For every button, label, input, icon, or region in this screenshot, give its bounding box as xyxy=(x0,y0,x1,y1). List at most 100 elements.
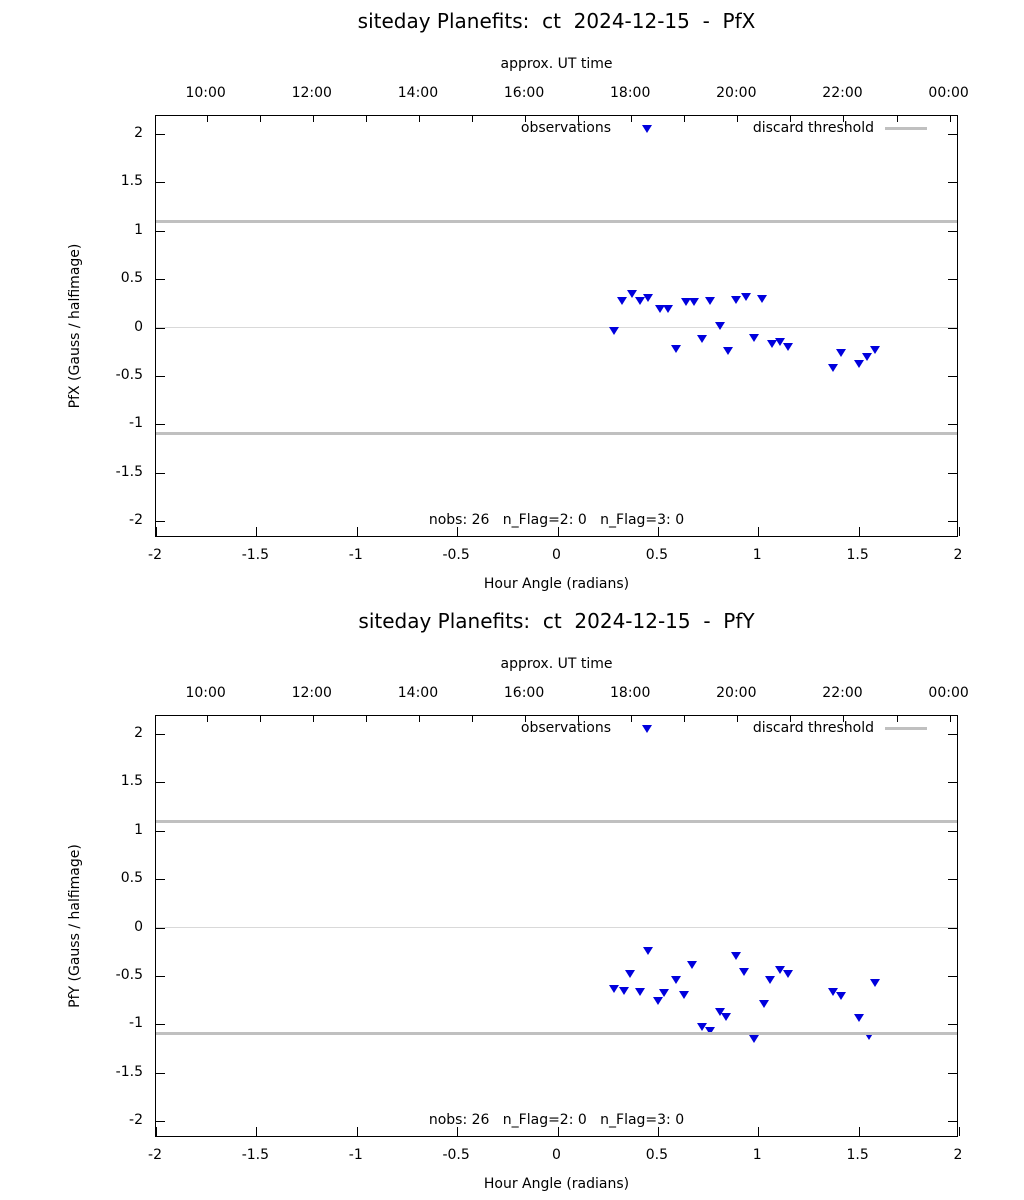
y-axis-tick xyxy=(156,279,165,281)
y-axis-tick xyxy=(948,734,957,735)
ut-time-tick-label: 12:00 xyxy=(291,685,332,701)
legend-threshold-line-sample-icon xyxy=(885,127,927,130)
zero-gridline xyxy=(156,927,957,928)
discard-threshold-line xyxy=(156,432,957,436)
ut-time-axis-tick xyxy=(949,116,951,122)
ut-time-axis-tick xyxy=(418,116,420,122)
y-tick-label: -2 xyxy=(129,512,143,528)
observation-point xyxy=(767,339,778,348)
ut-time-axis-tick xyxy=(312,716,314,722)
legend-observations-label: observations xyxy=(520,720,611,736)
y-axis-tick xyxy=(156,1024,165,1026)
x-tick-label: -0.5 xyxy=(442,547,470,563)
y-tick-label: 0 xyxy=(134,918,143,935)
y-tick-label: -1 xyxy=(129,415,143,432)
x-tick-label: 2 xyxy=(953,547,963,563)
observation-point xyxy=(670,975,681,984)
y-axis-tick xyxy=(948,134,957,135)
y-axis-tick xyxy=(156,830,165,832)
observation-point xyxy=(658,989,669,998)
ut-time-axis-tick xyxy=(684,716,686,722)
ut-time-tick-label: 14:00 xyxy=(397,85,439,101)
plot-area: observations discard threshold nobs: 26 n_… xyxy=(155,115,960,537)
ut-time-axis-tick xyxy=(949,716,951,722)
discard-threshold-line xyxy=(156,819,957,823)
x-tick-label: -2 xyxy=(148,547,162,563)
x-tick-label: 1 xyxy=(752,1147,762,1163)
y-axis-tick xyxy=(156,327,165,329)
x-axis-tick xyxy=(758,1127,760,1136)
ut-time-axis-tick xyxy=(206,116,208,122)
observation-point xyxy=(626,289,637,298)
y-axis-label: PfY (Gauss / halfimage) xyxy=(67,844,83,1008)
observation-point xyxy=(624,969,635,978)
observation-point xyxy=(741,292,752,301)
observation-point xyxy=(783,342,794,351)
y-tick-label: 0 xyxy=(134,318,143,335)
y-axis-tick xyxy=(156,182,165,184)
observation-point xyxy=(783,969,794,978)
observation-point xyxy=(634,988,645,997)
observation-point xyxy=(608,985,619,994)
legend-threshold-label: discard threshold xyxy=(752,720,874,736)
observation-point xyxy=(642,293,653,302)
ut-time-tick-label: 22:00 xyxy=(822,85,863,101)
y-tick-label: 1 xyxy=(134,221,143,238)
ut-time-tick-label: 18:00 xyxy=(610,85,651,101)
observation-point xyxy=(654,305,665,314)
ut-time-axis-tick xyxy=(472,116,473,122)
observation-point xyxy=(697,335,708,344)
x-axis-tick xyxy=(858,527,860,536)
y-axis-tick xyxy=(948,424,957,426)
ut-time-axis-tick xyxy=(259,716,261,722)
y-axis-tick xyxy=(156,1121,165,1122)
y-tick-label: -2 xyxy=(129,1112,143,1128)
ut-time-axis-tick xyxy=(578,116,580,122)
ut-time-axis-tick xyxy=(365,116,367,122)
y-axis-tick xyxy=(948,879,957,881)
y-tick-label: 0.5 xyxy=(120,270,143,287)
y-tick-label: 1.5 xyxy=(120,173,143,190)
observation-point xyxy=(715,1007,726,1016)
y-axis-tick xyxy=(948,182,957,184)
y-axis-tick xyxy=(156,472,165,474)
y-axis-tick xyxy=(948,1121,957,1122)
x-axis-tick xyxy=(457,527,459,536)
x-axis-tick xyxy=(959,527,960,536)
ut-time-axis-tick xyxy=(843,116,845,122)
x-tick-label: 1.5 xyxy=(846,1147,869,1163)
x-tick-label: -1 xyxy=(348,547,363,563)
ut-time-axis-tick xyxy=(896,716,898,722)
observation-point xyxy=(749,1034,760,1043)
observation-point xyxy=(680,298,691,307)
observation-point xyxy=(731,296,742,305)
chart-pfx: siteday Planefits: ct 2024-12-15 - PfX ap… xyxy=(67,9,969,592)
legend-observations-label: observations xyxy=(520,120,611,136)
x-tick-label: 0 xyxy=(552,1147,561,1163)
ut-time-tick-label: 20:00 xyxy=(716,685,757,701)
ut-time-tick-label: 10:00 xyxy=(185,85,226,101)
observation-point xyxy=(749,334,760,343)
ut-time-axis-tick xyxy=(206,716,208,722)
observation-point xyxy=(835,992,846,1001)
y-axis-tick xyxy=(948,782,957,784)
x-tick-label: -2 xyxy=(148,1147,162,1163)
observation-point xyxy=(853,1014,864,1023)
y-axis-tick xyxy=(156,1072,165,1074)
observation-point xyxy=(765,975,776,984)
y-axis-tick xyxy=(948,327,957,329)
observation-point xyxy=(689,298,699,307)
x-tick-label: -1.5 xyxy=(241,547,270,563)
x-tick-label: -0.5 xyxy=(442,1147,470,1163)
legend: observations discard threshold xyxy=(156,716,957,746)
ut-time-axis-tick xyxy=(631,116,633,122)
x-axis-tick xyxy=(356,527,358,536)
ut-time-tick-label: 18:00 xyxy=(610,685,651,701)
observation-point xyxy=(705,1027,716,1036)
observation-point xyxy=(678,991,689,1000)
x-axis-tick xyxy=(156,527,157,536)
observation-point xyxy=(861,353,872,362)
y-axis-label: PfX (Gauss / halfimage) xyxy=(67,243,83,409)
chart-title: siteday Planefits: ct 2024-12-15 - PfY xyxy=(358,609,755,633)
observation-point xyxy=(757,295,768,304)
